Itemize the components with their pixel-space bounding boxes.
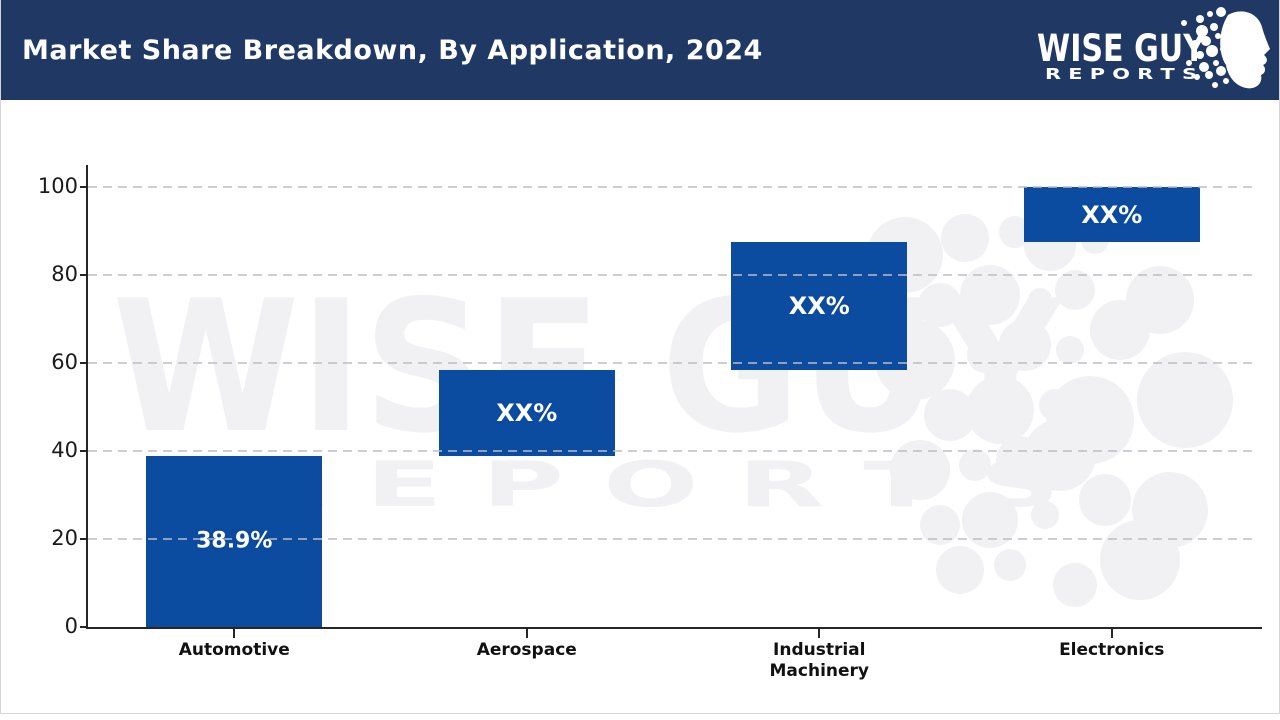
- y-axis-tick-100: [80, 186, 88, 188]
- y-axis-label-60: 60: [51, 350, 78, 374]
- y-axis-spine: [86, 165, 88, 629]
- gridline-80: [88, 274, 1258, 276]
- gridline-100: [88, 186, 1258, 188]
- x-axis-spine: [86, 627, 1262, 629]
- x-axis-tick-2: [525, 629, 528, 638]
- y-axis-label-80: 80: [51, 262, 78, 286]
- bar-electronics: [1023, 187, 1200, 242]
- gridline-20: [88, 538, 1258, 540]
- bar-value-label: XX%: [496, 398, 558, 427]
- x-axis-label-aerospace: Aerospace: [476, 640, 577, 660]
- bar-value-label: XX%: [1081, 200, 1143, 229]
- gridline-60: [88, 362, 1258, 364]
- bar-industrial-machinery: [731, 242, 908, 371]
- bar-automotive: [146, 455, 323, 627]
- y-axis-tick-40: [80, 450, 88, 452]
- y-axis-tick-60: [80, 362, 88, 364]
- logo-face-silhouette: [1220, 11, 1270, 89]
- page-title: Market Share Breakdown, By Application, …: [22, 34, 763, 66]
- y-axis-label-40: 40: [51, 438, 78, 462]
- bar-value-label: 38.9%: [196, 528, 273, 554]
- watermark-head-dots: [867, 214, 1233, 607]
- y-axis-label-0: 0: [64, 614, 78, 638]
- x-axis-tick-3: [818, 629, 821, 638]
- y-axis-tick-80: [80, 274, 88, 276]
- logo-head-dots: [1181, 7, 1229, 88]
- x-axis-label-industrial-machinery: Industrial Machinery: [769, 640, 870, 681]
- x-axis-tick-1: [233, 629, 236, 638]
- gridline-40: [88, 450, 1258, 452]
- logo-text-line1: WISE GUY: [1037, 27, 1206, 70]
- x-axis-label-automotive: Automotive: [178, 640, 290, 660]
- y-axis-tick-0: [80, 626, 88, 628]
- wise-guy-logo: WISE GUY R E P O R T S: [1037, 7, 1270, 89]
- x-axis-tick-4: [1110, 629, 1113, 638]
- x-axis-label-electronics: Electronics: [1059, 640, 1165, 660]
- y-axis-tick-20: [80, 538, 88, 540]
- logo-text-line2: R E P O R T S: [1045, 65, 1197, 83]
- y-axis-label-20: 20: [51, 526, 78, 550]
- bar-value-label: XX%: [788, 292, 850, 321]
- y-axis-label-100: 100: [37, 174, 78, 198]
- bar-aerospace: [438, 370, 615, 456]
- header-bar: Market Share Breakdown, By Application, …: [0, 0, 1280, 100]
